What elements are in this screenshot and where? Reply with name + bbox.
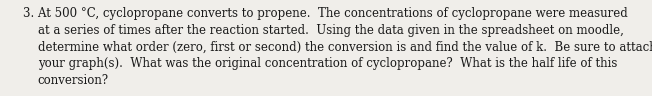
Text: your graph(s).  What was the original concentration of cyclopropane?  What is th: your graph(s). What was the original con… bbox=[38, 57, 617, 70]
Text: 3. At 500 °C, cyclopropane converts to propene.  The concentrations of cycloprop: 3. At 500 °C, cyclopropane converts to p… bbox=[23, 7, 627, 20]
Text: conversion?: conversion? bbox=[38, 74, 109, 87]
Text: at a series of times after the reaction started.  Using the data given in the sp: at a series of times after the reaction … bbox=[38, 24, 623, 36]
Text: determine what order (zero, first or second) the conversion is and find the valu: determine what order (zero, first or sec… bbox=[38, 40, 652, 53]
